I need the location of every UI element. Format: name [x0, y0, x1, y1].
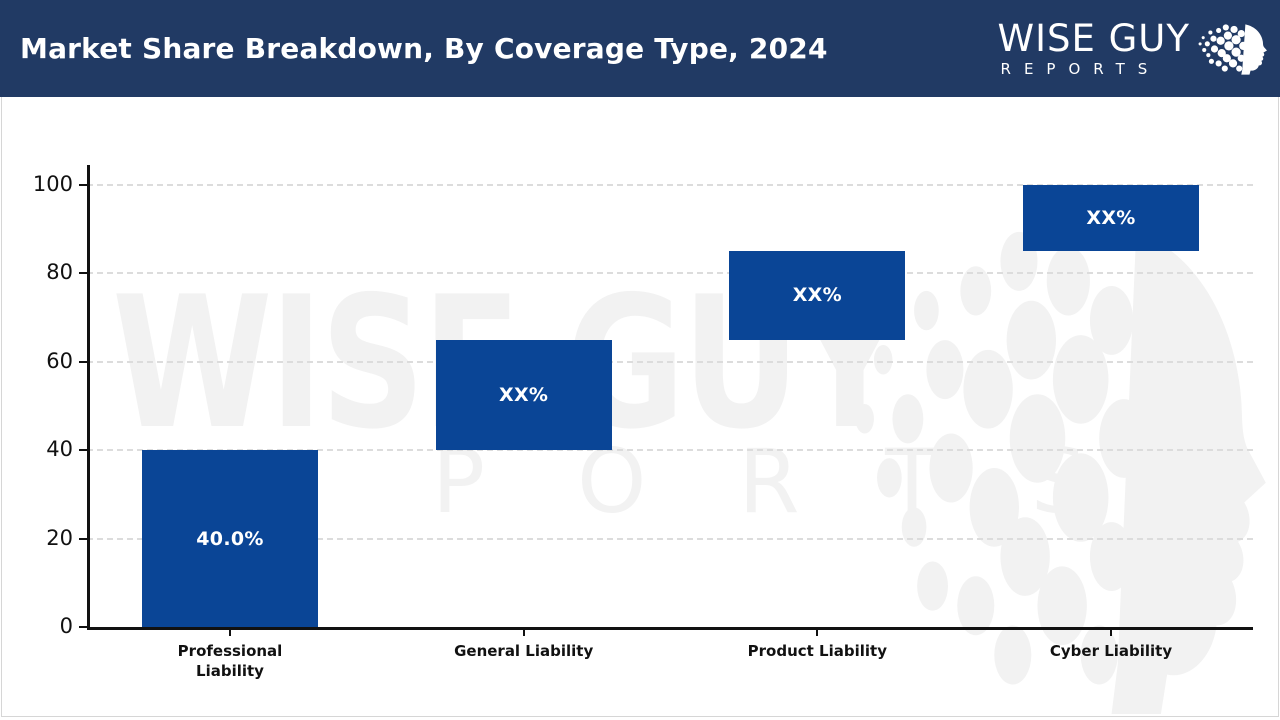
chart-title: Market Share Breakdown, By Coverage Type… [20, 32, 828, 65]
bar-general-liability: XX% [435, 339, 612, 451]
wise-guy-logo: WISE GUY REPORTS [998, 0, 1268, 97]
y-tick-80 [79, 272, 87, 275]
gridline-40 [87, 449, 1253, 452]
y-tick-0 [79, 626, 87, 628]
gridline-100 [87, 184, 1253, 186]
x-tick-general-liability [522, 629, 525, 636]
x-axis-spine [87, 627, 1253, 630]
bar-value-label-general-liability: XX% [499, 383, 549, 406]
x-tick-cyber-liability [1110, 629, 1112, 636]
logo-reports-label: REPORTS [1000, 59, 1161, 78]
logo-text: WISE GUY REPORTS [998, 20, 1190, 78]
x-tick-label-professional-liability: Professional Liability [177, 642, 283, 681]
bar-value-label-product-liability: XX% [792, 284, 842, 307]
x-tick-professional-liability [229, 629, 231, 636]
y-tick-60 [79, 360, 87, 363]
logo-wiseguy-label: WISE GUY [997, 16, 1190, 60]
bar-cyber-liability: XX% [1023, 185, 1199, 252]
wise-guy-head-logo-icon [1196, 8, 1268, 90]
x-tick-label-cyber-liability: Cyber Liability [1049, 642, 1173, 660]
bar-value-label-professional-liability: 40.0% [196, 527, 264, 550]
x-tick-label-product-liability: Product Liability [747, 642, 887, 660]
bar-value-label-cyber-liability: XX% [1086, 207, 1136, 230]
y-tick-label-60: 60 [46, 348, 73, 373]
y-tick-label-80: 80 [46, 260, 73, 285]
x-tick-product-liability [816, 629, 819, 636]
gridline-80 [87, 272, 1253, 275]
y-tick-label-40: 40 [46, 437, 73, 462]
gridline-60 [87, 360, 1253, 363]
y-tick-label-0: 0 [59, 614, 73, 638]
y-tick-20 [79, 537, 87, 540]
y-tick-label-100: 100 [32, 172, 73, 196]
x-tick-label-general-liability: General Liability [454, 642, 594, 660]
y-tick-40 [79, 449, 87, 452]
bar-product-liability: XX% [729, 251, 906, 340]
y-tick-label-20: 20 [46, 525, 73, 550]
header-bar: Market Share Breakdown, By Coverage Type… [0, 0, 1280, 97]
bar-professional-liability: 40.0% [142, 450, 318, 627]
gridline-20 [87, 537, 1253, 540]
y-axis-spine [87, 165, 90, 629]
y-tick-100 [79, 184, 87, 186]
